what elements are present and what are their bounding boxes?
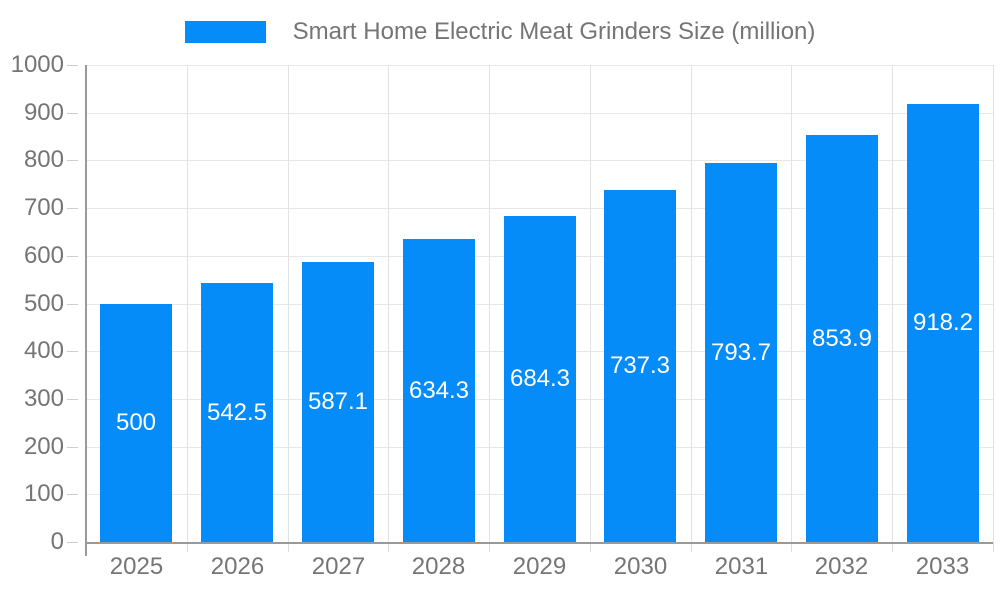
gridline-vertical xyxy=(993,65,994,542)
gridline-vertical xyxy=(691,65,692,542)
x-tick-label: 2027 xyxy=(311,553,366,580)
y-tick-label: 900 xyxy=(23,99,64,126)
gridline-vertical xyxy=(388,65,389,542)
bar xyxy=(201,283,273,542)
x-tick-label: 2026 xyxy=(210,553,265,580)
x-axis-tick xyxy=(993,542,994,552)
gridline-vertical xyxy=(288,65,289,542)
x-axis-tick xyxy=(590,542,591,552)
gridline-vertical xyxy=(791,65,792,542)
bar-value-label: 634.3 xyxy=(408,377,470,404)
bar-value-label: 587.1 xyxy=(307,388,369,415)
x-axis-tick xyxy=(691,542,692,552)
bar-value-label: 853.9 xyxy=(811,325,873,352)
y-tick-label: 100 xyxy=(23,480,64,507)
y-axis-tick xyxy=(67,494,78,495)
y-tick-label: 300 xyxy=(23,385,64,412)
y-tick-label: 700 xyxy=(23,194,64,221)
bar-value-label: 793.7 xyxy=(710,339,772,366)
y-axis-tick xyxy=(67,113,78,114)
bar xyxy=(403,239,475,542)
gridline-horizontal xyxy=(86,65,993,66)
y-tick-label: 400 xyxy=(23,337,64,364)
x-tick-label: 2033 xyxy=(915,553,970,580)
y-axis-tick xyxy=(67,351,78,352)
bar xyxy=(504,216,576,542)
x-tick-label: 2025 xyxy=(109,553,164,580)
x-axis-tick xyxy=(187,542,188,552)
gridline-vertical xyxy=(892,65,893,542)
bar xyxy=(604,190,676,542)
y-tick-label: 1000 xyxy=(10,51,64,78)
y-axis-tick xyxy=(67,65,78,66)
x-axis-tick xyxy=(892,542,893,552)
y-axis-tick xyxy=(67,160,78,161)
y-tick-label: 200 xyxy=(23,433,64,460)
bar-value-label: 500 xyxy=(115,409,157,436)
x-tick-label: 2031 xyxy=(714,553,769,580)
y-tick-label: 0 xyxy=(50,528,64,555)
y-tick-label: 600 xyxy=(23,242,64,269)
y-axis-tick xyxy=(67,256,78,257)
gridline-horizontal xyxy=(86,113,993,114)
x-axis-tick xyxy=(791,542,792,552)
x-tick-label: 2030 xyxy=(613,553,668,580)
bar xyxy=(907,104,979,542)
gridline-horizontal xyxy=(86,160,993,161)
bar xyxy=(302,262,374,542)
y-axis-line xyxy=(85,65,87,556)
gridline-vertical xyxy=(187,65,188,542)
legend-label: Smart Home Electric Meat Grinders Size (… xyxy=(292,18,816,45)
bar-value-label: 684.3 xyxy=(509,365,571,392)
x-axis-line xyxy=(85,542,993,544)
bar xyxy=(100,304,172,542)
y-tick-label: 800 xyxy=(23,146,64,173)
gridline-vertical xyxy=(590,65,591,542)
x-axis-tick xyxy=(288,542,289,552)
x-tick-label: 2029 xyxy=(512,553,567,580)
bar-value-label: 918.2 xyxy=(912,309,974,336)
y-axis-tick xyxy=(67,208,78,209)
x-tick-label: 2032 xyxy=(814,553,869,580)
y-axis-tick xyxy=(67,304,78,305)
legend[interactable]: Smart Home Electric Meat Grinders Size (… xyxy=(0,18,1000,46)
gridline-vertical xyxy=(489,65,490,542)
y-axis-tick xyxy=(67,399,78,400)
bar-value-label: 737.3 xyxy=(609,352,671,379)
x-tick-label: 2028 xyxy=(411,553,466,580)
x-axis-tick xyxy=(489,542,490,552)
legend-swatch xyxy=(184,21,266,43)
gridline-horizontal xyxy=(86,208,993,209)
y-axis-tick xyxy=(67,447,78,448)
bar xyxy=(705,163,777,542)
bar xyxy=(806,135,878,542)
x-axis-tick xyxy=(388,542,389,552)
y-axis-tick xyxy=(67,542,78,543)
bar-value-label: 542.5 xyxy=(206,399,268,426)
y-tick-label: 500 xyxy=(23,290,64,317)
